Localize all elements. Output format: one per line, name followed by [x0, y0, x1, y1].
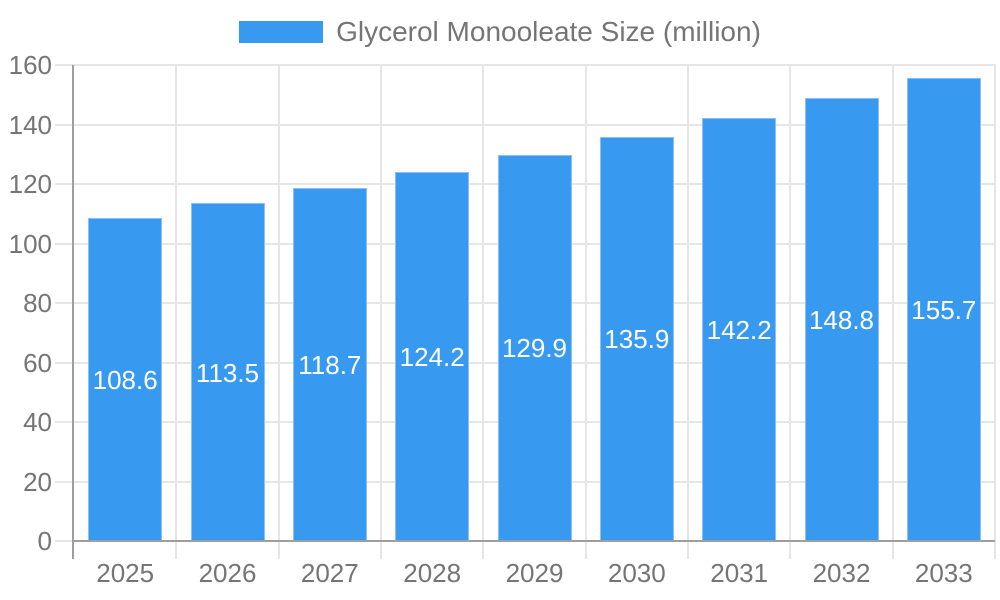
bar-value-label: 142.2 [706, 314, 772, 345]
y-tick-label: 60 [23, 347, 52, 378]
y-axis-line [72, 65, 74, 559]
bar[interactable]: 135.9 [599, 136, 674, 541]
bar[interactable]: 124.2 [395, 171, 470, 541]
y-tick-label: 160 [8, 50, 52, 80]
legend-swatch-icon [239, 21, 324, 43]
x-tick-label: 2028 [403, 558, 462, 588]
y-tick-label: 100 [8, 228, 52, 259]
legend-label: Glycerol Monooleate Size (million) [336, 16, 761, 47]
bar[interactable]: 142.2 [702, 117, 777, 541]
bar[interactable]: 108.6 [88, 217, 163, 541]
bar-value-label: 118.7 [298, 349, 362, 380]
bar-value-label: 148.8 [808, 305, 875, 336]
bar[interactable]: 118.7 [292, 187, 367, 541]
bar-value-label: 113.5 [195, 357, 260, 388]
bar[interactable]: 148.8 [804, 98, 879, 541]
x-axis-tick [789, 541, 792, 559]
x-tick-label: 2029 [505, 558, 564, 588]
y-tick-label: 80 [23, 288, 52, 318]
legend: Glycerol Monooleate Size (million) [0, 18, 1000, 46]
x-axis-tick [175, 541, 178, 559]
x-axis-tick [380, 541, 382, 559]
y-tick-label: 140 [8, 109, 52, 140]
bar-value-label: 135.9 [604, 324, 670, 355]
bar-value-label: 129.9 [501, 333, 568, 364]
bar[interactable]: 155.7 [906, 77, 981, 541]
y-tick-label: 40 [23, 407, 52, 437]
x-axis-tick [277, 541, 280, 559]
x-tick-label: 2032 [812, 558, 871, 588]
x-axis-line [73, 540, 995, 542]
x-tick-label: 2030 [607, 558, 666, 588]
x-tick-label: 2025 [96, 558, 155, 588]
x-axis-tick [584, 541, 587, 559]
x-axis-tick [482, 541, 485, 559]
y-gridline [55, 123, 996, 126]
bar[interactable]: 113.5 [190, 203, 265, 541]
x-axis-tick [891, 541, 894, 559]
y-gridline [55, 64, 996, 66]
bar-value-label: 124.2 [399, 341, 465, 372]
x-tick-label: 2027 [300, 558, 359, 588]
x-tick-label: 2031 [710, 558, 769, 588]
x-tick-label: 2026 [198, 558, 257, 588]
bar-value-label: 108.6 [92, 364, 158, 395]
x-tick-label: 2033 [914, 558, 973, 588]
bar[interactable]: 129.9 [497, 154, 572, 541]
y-tick-label: 0 [37, 526, 52, 556]
x-axis-tick [687, 541, 689, 559]
y-tick-label: 120 [8, 169, 52, 199]
bar-value-label: 155.7 [911, 294, 977, 325]
x-axis-tick [994, 541, 996, 559]
y-tick-label: 20 [23, 466, 52, 497]
